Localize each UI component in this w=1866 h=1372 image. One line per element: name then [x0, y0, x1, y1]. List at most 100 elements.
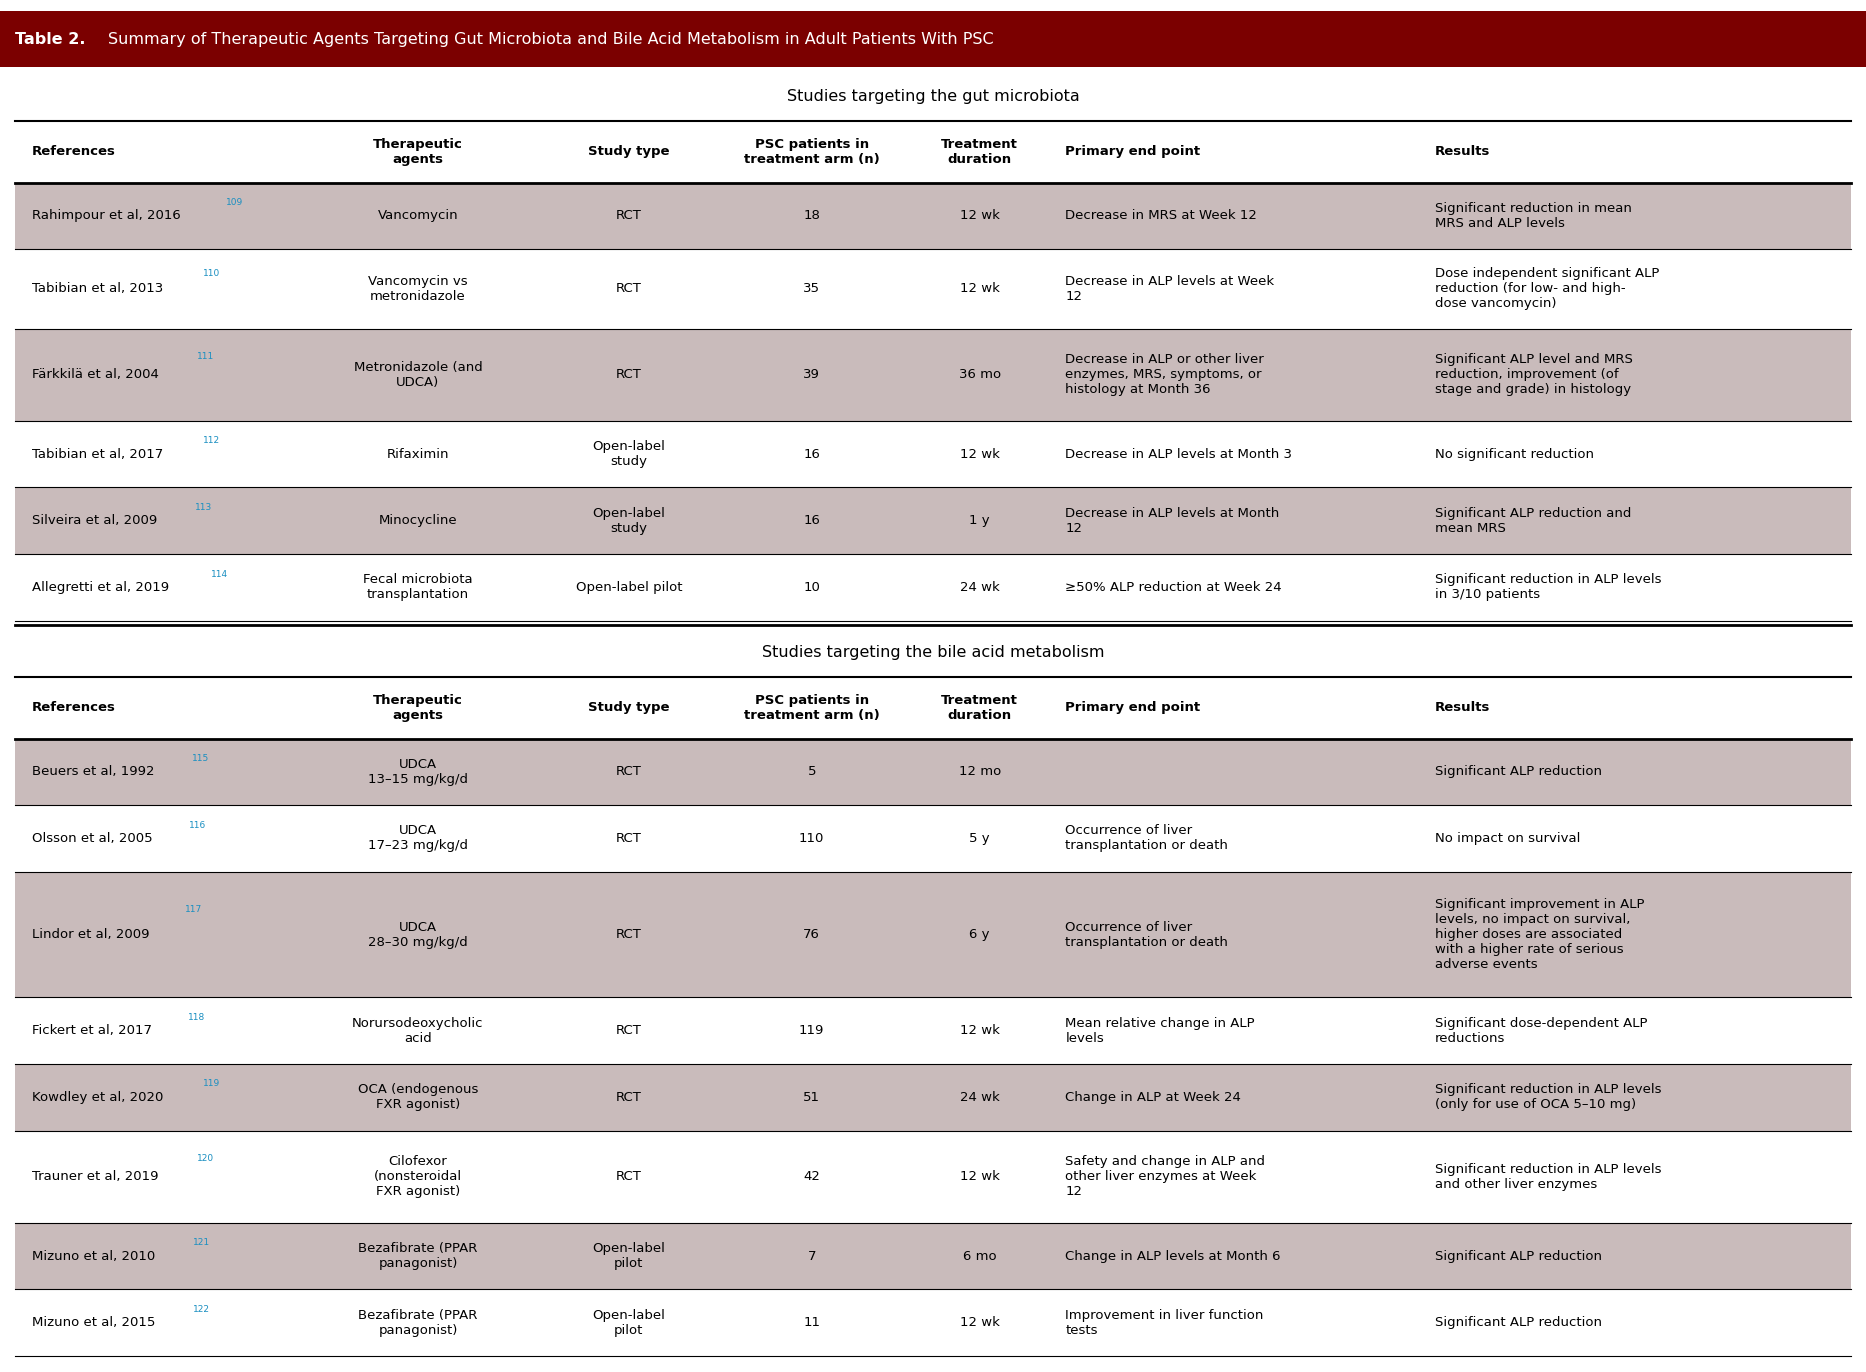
- Text: 42: 42: [802, 1170, 821, 1183]
- Text: References: References: [32, 701, 116, 715]
- Text: 120: 120: [196, 1154, 215, 1162]
- Text: Bezafibrate (PPAR
panagonist): Bezafibrate (PPAR panagonist): [358, 1309, 478, 1336]
- Text: Significant reduction in mean
MRS and ALP levels: Significant reduction in mean MRS and AL…: [1435, 202, 1633, 230]
- Text: 12 wk: 12 wk: [959, 1024, 1000, 1037]
- Text: 1 y: 1 y: [968, 514, 991, 527]
- Text: Lindor et al, 2009: Lindor et al, 2009: [32, 927, 149, 941]
- Text: UDCA
28–30 mg/kg/d: UDCA 28–30 mg/kg/d: [368, 921, 468, 948]
- Text: 121: 121: [192, 1239, 209, 1247]
- Text: 113: 113: [196, 504, 213, 512]
- Text: Table 2.: Table 2.: [15, 32, 86, 47]
- Text: Therapeutic
agents: Therapeutic agents: [373, 694, 463, 722]
- Text: Silveira et al, 2009: Silveira et al, 2009: [32, 514, 157, 527]
- Text: RCT: RCT: [616, 283, 642, 295]
- Text: No significant reduction: No significant reduction: [1435, 447, 1594, 461]
- Text: Improvement in liver function
tests: Improvement in liver function tests: [1065, 1309, 1263, 1336]
- Text: Vancomycin: Vancomycin: [377, 210, 459, 222]
- Text: 114: 114: [211, 569, 228, 579]
- Text: Significant dose-dependent ALP
reductions: Significant dose-dependent ALP reduction…: [1435, 1017, 1648, 1044]
- Text: Rifaximin: Rifaximin: [386, 447, 450, 461]
- Text: 112: 112: [203, 436, 220, 446]
- Text: 119: 119: [203, 1080, 220, 1088]
- Text: Open-label pilot: Open-label pilot: [575, 580, 683, 594]
- Text: Primary end point: Primary end point: [1065, 145, 1200, 158]
- Text: Olsson et al, 2005: Olsson et al, 2005: [32, 831, 153, 845]
- Text: Mean relative change in ALP
levels: Mean relative change in ALP levels: [1065, 1017, 1256, 1044]
- Text: Study type: Study type: [588, 701, 670, 715]
- Text: 115: 115: [192, 755, 209, 763]
- Text: UDCA
13–15 mg/kg/d: UDCA 13–15 mg/kg/d: [368, 757, 468, 786]
- Bar: [15, 182, 1851, 250]
- Text: Norursodeoxycholic
acid: Norursodeoxycholic acid: [353, 1017, 483, 1044]
- Text: Significant improvement in ALP
levels, no impact on survival,
higher doses are a: Significant improvement in ALP levels, n…: [1435, 899, 1644, 971]
- Text: Results: Results: [1435, 701, 1491, 715]
- Text: RCT: RCT: [616, 927, 642, 941]
- Text: Results: Results: [1435, 145, 1491, 158]
- Text: Allegretti et al, 2019: Allegretti et al, 2019: [32, 580, 168, 594]
- Text: Significant reduction in ALP levels
and other liver enzymes: Significant reduction in ALP levels and …: [1435, 1162, 1661, 1191]
- Text: 5: 5: [808, 766, 815, 778]
- Text: Färkkilä et al, 2004: Färkkilä et al, 2004: [32, 368, 159, 381]
- Bar: [15, 1063, 1851, 1131]
- Bar: [15, 738, 1851, 805]
- Text: Treatment
duration: Treatment duration: [940, 694, 1019, 722]
- Text: No impact on survival: No impact on survival: [1435, 831, 1581, 845]
- Text: Tabibian et al, 2017: Tabibian et al, 2017: [32, 447, 162, 461]
- Text: Primary end point: Primary end point: [1065, 701, 1200, 715]
- Text: Occurrence of liver
transplantation or death: Occurrence of liver transplantation or d…: [1065, 921, 1228, 948]
- Text: 51: 51: [802, 1091, 821, 1103]
- Text: Change in ALP levels at Month 6: Change in ALP levels at Month 6: [1065, 1250, 1280, 1262]
- Text: Significant reduction in ALP levels
in 3/10 patients: Significant reduction in ALP levels in 3…: [1435, 573, 1661, 601]
- Text: 18: 18: [802, 210, 821, 222]
- Text: RCT: RCT: [616, 368, 642, 381]
- Text: Cilofexor
(nonsteroidal
FXR agonist): Cilofexor (nonsteroidal FXR agonist): [373, 1155, 463, 1198]
- Text: Significant ALP reduction: Significant ALP reduction: [1435, 1250, 1601, 1262]
- Text: Rahimpour et al, 2016: Rahimpour et al, 2016: [32, 210, 181, 222]
- Text: 24 wk: 24 wk: [959, 1091, 1000, 1103]
- Text: 111: 111: [198, 351, 215, 361]
- Text: 6 y: 6 y: [970, 927, 989, 941]
- Text: 110: 110: [203, 269, 220, 277]
- Text: Treatment
duration: Treatment duration: [940, 137, 1019, 166]
- Text: Decrease in ALP levels at Month 3: Decrease in ALP levels at Month 3: [1065, 447, 1293, 461]
- Text: 12 wk: 12 wk: [959, 447, 1000, 461]
- Text: Change in ALP at Week 24: Change in ALP at Week 24: [1065, 1091, 1241, 1103]
- Text: 7: 7: [808, 1250, 815, 1262]
- Text: Decrease in MRS at Week 12: Decrease in MRS at Week 12: [1065, 210, 1258, 222]
- Text: Kowdley et al, 2020: Kowdley et al, 2020: [32, 1091, 162, 1103]
- Text: 119: 119: [799, 1024, 825, 1037]
- Text: 109: 109: [226, 198, 243, 207]
- Text: Summary of Therapeutic Agents Targeting Gut Microbiota and Bile Acid Metabolism : Summary of Therapeutic Agents Targeting …: [108, 32, 993, 47]
- Text: Open-label
study: Open-label study: [592, 506, 666, 535]
- Text: 116: 116: [188, 820, 207, 830]
- Text: Study type: Study type: [588, 145, 670, 158]
- Bar: [15, 329, 1851, 421]
- Text: 12 wk: 12 wk: [959, 283, 1000, 295]
- Text: 118: 118: [188, 1013, 205, 1022]
- Text: Decrease in ALP levels at Week
12: Decrease in ALP levels at Week 12: [1065, 274, 1274, 303]
- Text: Significant ALP reduction and
mean MRS: Significant ALP reduction and mean MRS: [1435, 506, 1631, 535]
- Text: Mizuno et al, 2015: Mizuno et al, 2015: [32, 1316, 155, 1329]
- Bar: [15, 871, 1851, 997]
- Text: UDCA
17–23 mg/kg/d: UDCA 17–23 mg/kg/d: [368, 825, 468, 852]
- Text: Significant ALP reduction: Significant ALP reduction: [1435, 1316, 1601, 1329]
- Text: Fecal microbiota
transplantation: Fecal microbiota transplantation: [364, 573, 472, 601]
- Text: 36 mo: 36 mo: [959, 368, 1000, 381]
- Bar: [15, 1222, 1851, 1290]
- Text: Fickert et al, 2017: Fickert et al, 2017: [32, 1024, 151, 1037]
- Text: 35: 35: [802, 283, 821, 295]
- Text: RCT: RCT: [616, 766, 642, 778]
- Text: RCT: RCT: [616, 210, 642, 222]
- Text: Significant ALP reduction: Significant ALP reduction: [1435, 766, 1601, 778]
- Text: Studies targeting the bile acid metabolism: Studies targeting the bile acid metaboli…: [761, 645, 1105, 660]
- Text: Therapeutic
agents: Therapeutic agents: [373, 137, 463, 166]
- Text: Dose independent significant ALP
reduction (for low- and high-
dose vancomycin): Dose independent significant ALP reducti…: [1435, 268, 1659, 310]
- Text: Beuers et al, 1992: Beuers et al, 1992: [32, 766, 155, 778]
- Text: Open-label
pilot: Open-label pilot: [592, 1242, 666, 1270]
- Text: Safety and change in ALP and
other liver enzymes at Week
12: Safety and change in ALP and other liver…: [1065, 1155, 1265, 1198]
- Text: 39: 39: [802, 368, 821, 381]
- Text: RCT: RCT: [616, 1091, 642, 1103]
- Text: References: References: [32, 145, 116, 158]
- Text: 16: 16: [802, 514, 821, 527]
- Text: 10: 10: [802, 580, 821, 594]
